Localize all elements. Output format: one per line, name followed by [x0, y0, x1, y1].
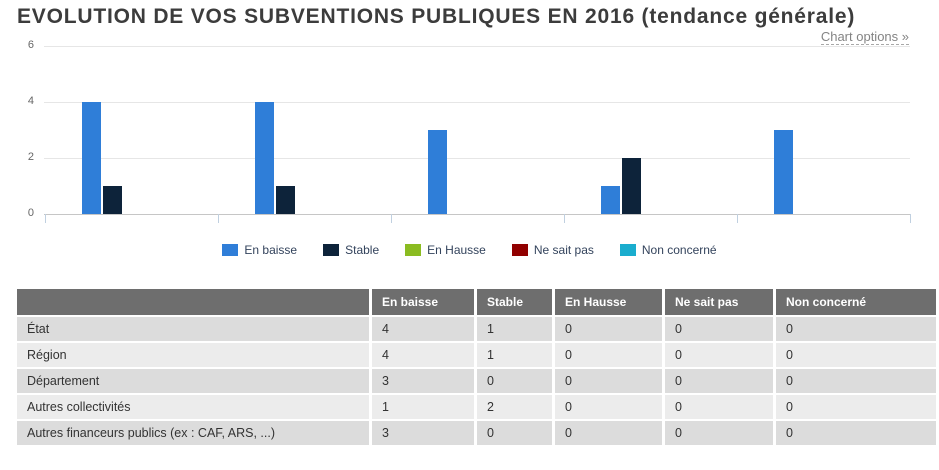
table-row: État 4 1 0 0 0 [17, 317, 936, 341]
row-value: 0 [776, 395, 936, 419]
bar-en-baisse [82, 102, 101, 214]
x-axis-tick [391, 214, 392, 223]
legend-swatch-icon [619, 244, 636, 256]
x-axis-line [44, 214, 910, 215]
row-value: 0 [665, 343, 773, 367]
row-value: 0 [477, 369, 552, 393]
legend-label: Ne sait pas [533, 243, 594, 257]
column-header-empty [17, 289, 369, 315]
legend-item-en-baisse[interactable]: En baisse [222, 243, 297, 257]
x-axis-tick [910, 214, 911, 223]
y-axis-tick-label: 6 [27, 39, 34, 51]
y-gridline [44, 158, 910, 159]
results-table: En baisse Stable En Hausse Ne sait pas Non c… [14, 287, 939, 447]
table-row: Autres financeurs publics (ex : CAF, ARS… [17, 421, 936, 445]
column-header-ne-sait-pas: Ne sait pas [665, 289, 773, 315]
row-value: 1 [372, 395, 474, 419]
chart-options-link[interactable]: Chart options » [820, 29, 909, 45]
legend-swatch-icon [405, 244, 422, 256]
y-gridline [44, 102, 910, 103]
row-value: 0 [555, 369, 662, 393]
row-label: État [17, 317, 369, 341]
x-axis-tick [218, 214, 219, 223]
column-header-stable: Stable [477, 289, 552, 315]
row-value: 3 [372, 369, 474, 393]
row-value: 0 [555, 343, 662, 367]
legend-label: En Hausse [427, 243, 486, 257]
row-value: 0 [776, 369, 936, 393]
table-row: Région 4 1 0 0 0 [17, 343, 936, 367]
row-value: 0 [555, 317, 662, 341]
legend-item-ne-sait-pas[interactable]: Ne sait pas [511, 243, 594, 257]
row-value: 0 [776, 421, 936, 445]
legend-item-non-concern-[interactable]: Non concerné [619, 243, 717, 257]
bar-chart: 0 2 4 6 [27, 39, 911, 223]
row-value: 4 [372, 317, 474, 341]
row-value: 0 [665, 369, 773, 393]
row-value: 0 [477, 421, 552, 445]
page-title: EVOLUTION DE VOS SUBVENTIONS PUBLIQUES E… [17, 5, 856, 28]
row-value: 0 [776, 317, 936, 341]
row-value: 1 [477, 317, 552, 341]
row-value: 1 [477, 343, 552, 367]
legend-swatch-icon [222, 244, 239, 256]
bar-stable [622, 158, 641, 214]
chart-legend: En baisse Stable En Hausse Ne sait pas Non c… [0, 243, 939, 257]
bar-en-baisse [255, 102, 274, 214]
y-axis-tick-label: 4 [27, 95, 34, 107]
row-label: Région [17, 343, 369, 367]
row-value: 0 [665, 317, 773, 341]
row-value: 2 [477, 395, 552, 419]
bar-en-baisse [774, 130, 793, 214]
legend-swatch-icon [323, 244, 340, 256]
y-gridline [44, 46, 910, 47]
table-row: Département 3 0 0 0 0 [17, 369, 936, 393]
legend-label: Stable [345, 243, 380, 257]
legend-label: Non concerné [641, 243, 717, 257]
table-row: Autres collectivités 1 2 0 0 0 [17, 395, 936, 419]
row-value: 0 [555, 395, 662, 419]
bar-en-baisse [601, 186, 620, 214]
row-label: Autres financeurs publics (ex : CAF, ARS… [17, 421, 369, 445]
column-header-en-baisse: En baisse [372, 289, 474, 315]
legend-label: En baisse [244, 243, 298, 257]
bar-stable [103, 186, 122, 214]
y-axis-tick-label: 2 [27, 151, 34, 163]
row-value: 0 [665, 395, 773, 419]
bar-en-baisse [428, 130, 447, 214]
row-value: 3 [372, 421, 474, 445]
x-axis-tick [45, 214, 46, 223]
legend-item-stable[interactable]: Stable [323, 243, 379, 257]
column-header-en-hausse: En Hausse [555, 289, 662, 315]
results-table-wrap: En baisse Stable En Hausse Ne sait pas Non c… [14, 287, 939, 447]
y-axis-tick-label: 0 [27, 207, 34, 219]
legend-item-en-hausse[interactable]: En Hausse [405, 243, 486, 257]
row-label: Autres collectivités [17, 395, 369, 419]
bar-stable [276, 186, 295, 214]
row-value: 0 [555, 421, 662, 445]
x-axis-tick [564, 214, 565, 223]
column-header-non-concern-: Non concerné [776, 289, 936, 315]
row-value: 4 [372, 343, 474, 367]
x-axis-tick [737, 214, 738, 223]
row-value: 0 [776, 343, 936, 367]
row-label: Département [17, 369, 369, 393]
legend-swatch-icon [511, 244, 528, 256]
row-value: 0 [665, 421, 773, 445]
